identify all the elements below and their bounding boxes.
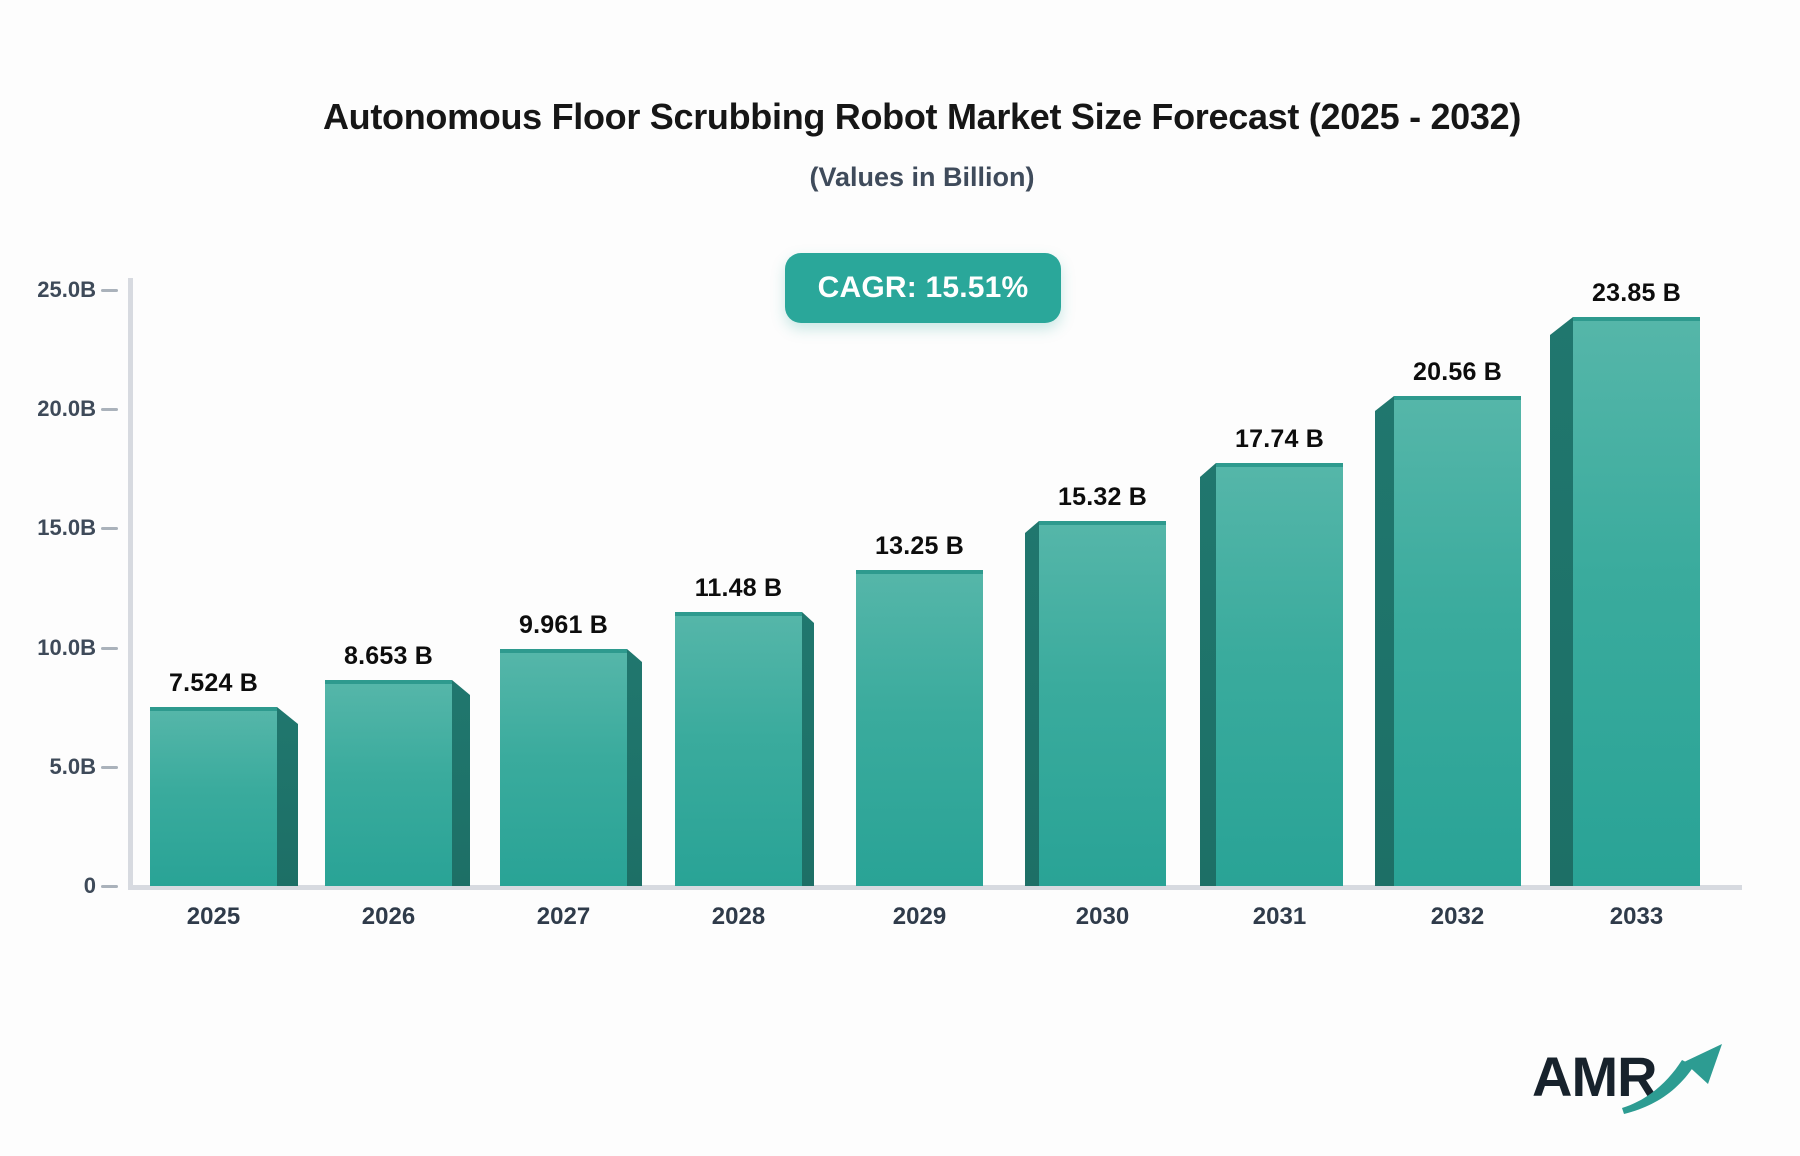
chart-header: Autonomous Floor Scrubbing Robot Market … (0, 96, 1800, 193)
x-axis-baseline (128, 885, 1742, 890)
x-axis-label-2028: 2028 (711, 903, 766, 930)
bar-value-label-2030: 15.32 B (1058, 483, 1147, 511)
amr-logo-text: AMR (1532, 1045, 1658, 1108)
y-tick-mark (101, 646, 118, 650)
y-tick-mark (101, 289, 118, 292)
bar-value-label-2031: 17.74 B (1235, 425, 1324, 453)
amr-logo: AMR (1532, 1036, 1722, 1126)
amr-logo-arrow-icon (1622, 1044, 1722, 1114)
bar-side-2027 (627, 649, 642, 886)
x-axis-label-2026: 2026 (361, 903, 416, 930)
bar-side-2031 (1200, 463, 1216, 886)
y-tick-label-5.0B: 5.0B (49, 753, 96, 779)
chart-subtitle: (Values in Billion) (809, 162, 1035, 192)
y-tick-mark (101, 885, 118, 888)
y-tick-label-25.0B: 25.0B (37, 277, 96, 302)
y-tick-label-0: 0 (83, 873, 96, 898)
bar-side-2030 (1025, 521, 1039, 886)
x-axis-label-2033: 2033 (1609, 903, 1664, 930)
bar-side-2032 (1375, 396, 1394, 886)
y-axis-line (128, 278, 133, 890)
bar-side-2028 (802, 612, 814, 886)
bar-2033[interactable] (1573, 317, 1700, 886)
chart-title: Autonomous Floor Scrubbing Robot Market … (322, 96, 1522, 137)
bar-2031[interactable] (1216, 463, 1343, 886)
bar-2030[interactable] (1039, 521, 1166, 886)
y-tick-label-15.0B: 15.0B (37, 515, 96, 541)
y-tick-mark (101, 408, 118, 412)
x-axis-label-2029: 2029 (892, 903, 947, 930)
bar-2032[interactable] (1394, 396, 1521, 886)
bar-2028[interactable] (675, 612, 802, 886)
bar-side-2025 (277, 707, 298, 886)
bar-side-2033 (1550, 317, 1573, 886)
x-axis-label-2031: 2031 (1252, 903, 1307, 930)
bar-value-label-2025: 7.524 B (169, 669, 258, 697)
bar-2026[interactable] (325, 680, 452, 886)
bar-value-label-2029: 13.25 B (875, 532, 964, 560)
x-axis-label-2030: 2030 (1075, 903, 1130, 930)
y-tick-label-10.0B: 10.0B (37, 634, 96, 660)
x-axis-label-2032: 2032 (1430, 903, 1485, 930)
bar-2029[interactable] (856, 570, 983, 886)
bar-side-2026 (452, 680, 470, 886)
x-axis-label-2025: 2025 (186, 903, 241, 930)
y-tick-label-20.0B: 20.0B (37, 396, 96, 422)
bar-value-label-2026: 8.653 B (344, 642, 433, 670)
y-tick-mark (101, 765, 118, 769)
y-tick-mark (101, 527, 118, 531)
bar-value-label-2028: 11.48 B (694, 574, 783, 602)
cagr-badge-label: CAGR: 15.51% (817, 271, 1029, 304)
bar-2025[interactable] (150, 707, 277, 886)
bar-value-label-2032: 20.56 B (1413, 358, 1502, 386)
bar-value-label-2027: 9.961 B (519, 611, 608, 639)
bar-value-label-2033: 23.85 B (1592, 279, 1681, 307)
cagr-badge: CAGR: 15.51% (785, 253, 1061, 323)
bar-2027[interactable] (500, 649, 627, 886)
x-axis-label-2027: 2027 (536, 903, 591, 930)
